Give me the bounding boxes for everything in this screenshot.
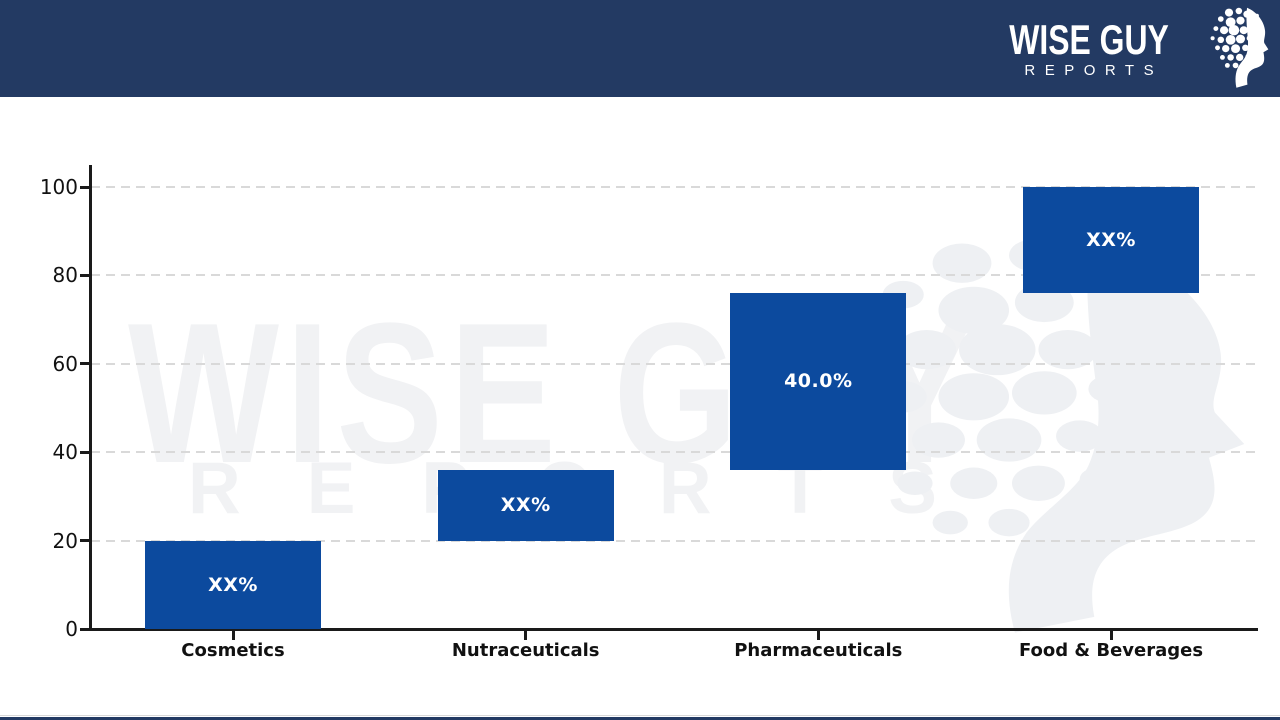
bar-cosmetics: XX% xyxy=(145,540,321,629)
y-tick-label-40: 40 xyxy=(52,440,78,465)
y-axis-line xyxy=(89,165,92,631)
logo-subtext: REPORTS xyxy=(1024,61,1164,79)
bar-value-label: XX% xyxy=(1086,229,1136,252)
y-tick-label-0: 0 xyxy=(65,617,78,641)
bar-value-label: 40.0% xyxy=(784,370,853,393)
x-tick-1 xyxy=(231,631,235,640)
y-tick-80 xyxy=(80,273,89,277)
x-tick-3 xyxy=(816,631,820,640)
wiseguy-logo-text: WISE GUY REPORTS xyxy=(984,15,1194,79)
bar-value-label: XX% xyxy=(208,573,258,596)
bar-pharmaceuticals: 40.0% xyxy=(730,293,907,470)
gridline-y-20 xyxy=(91,539,1255,542)
wiseguy-face-logo-icon xyxy=(1188,3,1270,95)
x-tick-4 xyxy=(1109,631,1113,640)
y-tick-label-60: 60 xyxy=(52,351,78,376)
footer-band xyxy=(0,717,1280,720)
bottom-hairline xyxy=(0,715,1280,716)
gridline-y-80 xyxy=(91,274,1255,277)
category-label-3: Pharmaceuticals xyxy=(734,640,903,661)
y-tick-label-20: 20 xyxy=(52,528,78,553)
gridline-y-60 xyxy=(91,362,1255,365)
gridline-y-40 xyxy=(91,451,1255,454)
wiseguy-logo: WISE GUY REPORTS xyxy=(984,0,1270,97)
y-tick-100 xyxy=(80,185,89,189)
y-tick-0 xyxy=(80,627,89,631)
category-label-1: Cosmetics xyxy=(181,640,285,661)
bar-nutraceuticals: XX% xyxy=(437,469,614,541)
category-label-2: Nutraceuticals xyxy=(451,640,600,661)
bar-food-beverages: XX% xyxy=(1023,187,1199,294)
category-label-4: Food & Beverages xyxy=(1018,640,1204,661)
y-tick-label-100: 100 xyxy=(39,175,78,199)
y-tick-20 xyxy=(80,539,89,543)
gridline-y-100 xyxy=(91,186,1255,188)
logo-wordmark: WISE GUY xyxy=(1009,15,1169,63)
y-tick-label-80: 80 xyxy=(52,263,78,288)
y-tick-60 xyxy=(80,362,89,366)
header-band xyxy=(0,0,1280,97)
x-axis-line xyxy=(88,628,1258,631)
x-tick-2 xyxy=(524,631,528,640)
bar-value-label: XX% xyxy=(500,494,551,517)
y-tick-40 xyxy=(80,450,89,454)
